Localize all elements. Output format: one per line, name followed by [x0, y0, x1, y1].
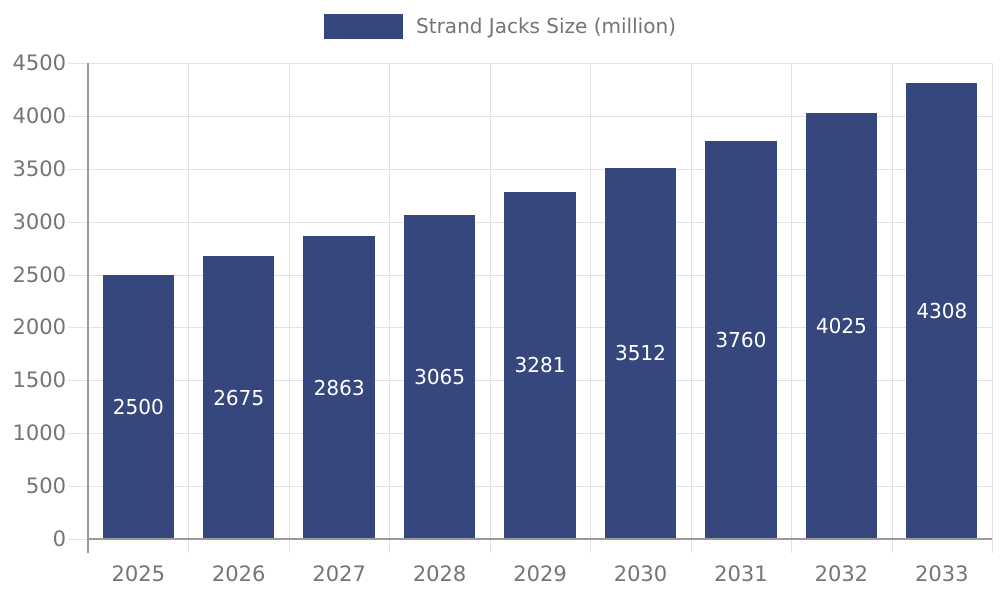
gridline-vertical [389, 63, 391, 553]
x-tick-label: 2030 [613, 562, 668, 586]
bar-2025[interactable]: 2500 [102, 274, 174, 539]
y-tick-label: 500 [25, 474, 66, 499]
gridline-vertical [992, 63, 993, 553]
y-tick-label: 2000 [12, 315, 66, 340]
legend-swatch-icon [324, 14, 404, 39]
bar-value-label: 2675 [213, 385, 265, 410]
y-tick-label: 1500 [12, 368, 66, 393]
gridline-vertical [791, 63, 793, 553]
gridline-horizontal [68, 63, 992, 64]
bar-value-label: 2500 [112, 394, 164, 419]
gridline-vertical [288, 63, 290, 553]
gridline-vertical [188, 63, 190, 553]
gridline-vertical [590, 63, 592, 553]
bar-value-label: 3281 [514, 353, 566, 378]
legend-label: Strand Jacks Size (million) [416, 14, 676, 38]
bar-value-label: 2863 [313, 375, 365, 400]
bar-value-label: 3760 [715, 328, 767, 353]
x-tick-label: 2025 [111, 562, 165, 586]
y-tick-label: 3000 [12, 209, 66, 234]
x-tick-label: 2032 [814, 562, 869, 586]
y-tick-label: 3500 [12, 156, 66, 181]
x-tick-label: 2033 [915, 562, 969, 586]
y-tick-label: 4500 [12, 51, 66, 75]
bar-2028[interactable]: 3065 [403, 214, 476, 539]
x-tick-label: 2029 [513, 562, 567, 586]
legend: Strand Jacks Size (million) [0, 14, 1000, 39]
bar-value-label: 4308 [916, 299, 968, 324]
bar-2032[interactable]: 4025 [805, 113, 877, 539]
y-tick-label: 4000 [12, 103, 66, 128]
plot-area: 2500 2675 2863 3065 3281 3512 3760 4025 4308 [68, 63, 993, 553]
x-tick-label: 2031 [714, 562, 768, 586]
y-tick-label: 1000 [12, 421, 66, 446]
bar-2031[interactable]: 3760 [705, 141, 777, 539]
gridline-vertical [891, 63, 893, 553]
bar-2030[interactable]: 3512 [604, 167, 677, 539]
bar-value-label: 3065 [414, 364, 465, 389]
gridline-vertical [489, 63, 491, 553]
y-axis-line [87, 63, 89, 553]
x-tick-label: 2026 [211, 562, 266, 586]
bar-2026[interactable]: 2675 [203, 256, 275, 539]
x-axis-line [88, 538, 992, 540]
legend-item[interactable]: Strand Jacks Size (million) [324, 14, 676, 39]
gridline-vertical [690, 63, 692, 553]
y-tick-label: 2500 [12, 262, 66, 287]
bar-value-label: 4025 [815, 314, 867, 339]
y-tick-label: 0 [52, 527, 66, 551]
bar-value-label: 3512 [614, 341, 666, 366]
gridline-horizontal [68, 168, 992, 170]
bar-2027[interactable]: 2863 [303, 236, 375, 539]
bar-2033[interactable]: 4308 [906, 83, 978, 539]
bar-2029[interactable]: 3281 [504, 191, 576, 539]
x-tick-label: 2027 [312, 562, 366, 586]
gridline-horizontal [68, 115, 992, 117]
x-tick-label: 2028 [412, 562, 467, 586]
